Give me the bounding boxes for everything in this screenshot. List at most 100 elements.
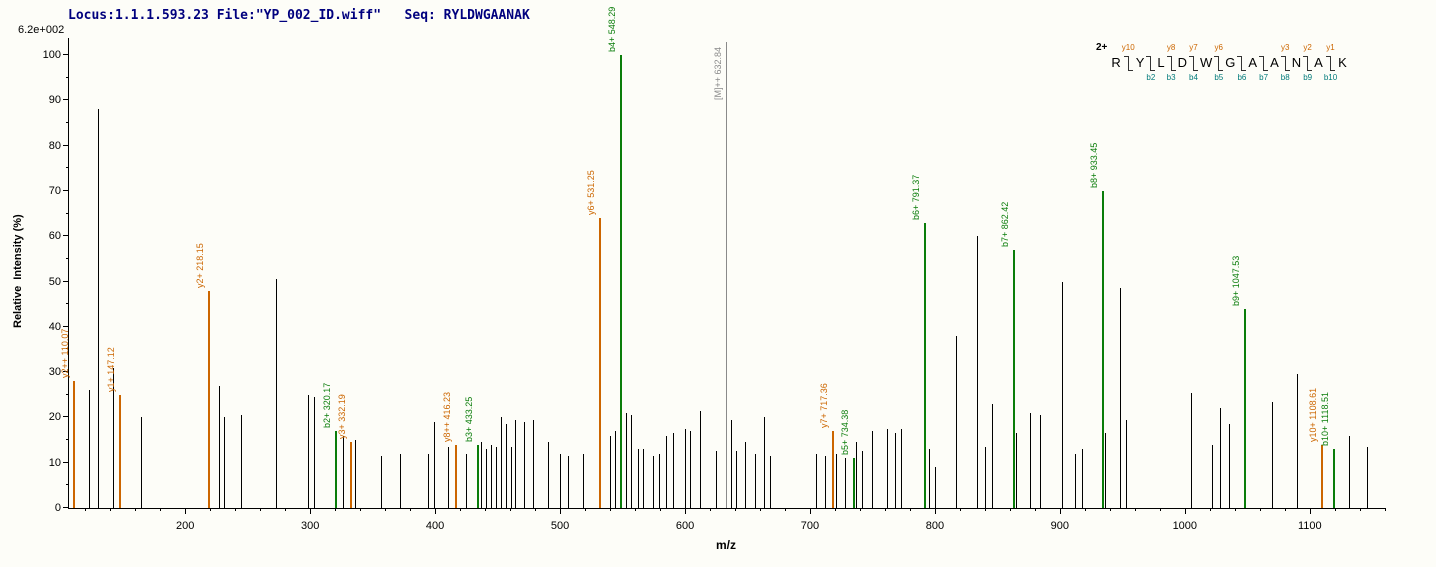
y-axis-tick xyxy=(63,371,69,373)
x-axis-minor-tick xyxy=(734,508,736,511)
peak-line xyxy=(816,453,818,508)
peak-line xyxy=(658,453,660,508)
y-axis-minor-tick xyxy=(66,212,69,214)
x-axis-minor-tick xyxy=(360,508,362,511)
peak-line xyxy=(400,453,402,508)
residue-letter: D xyxy=(1177,55,1187,70)
peak-line xyxy=(1126,419,1128,508)
peak-line xyxy=(763,417,765,508)
y-axis-tick xyxy=(63,461,69,463)
y-axis-minor-tick xyxy=(66,484,69,486)
peak-line xyxy=(276,279,278,508)
y-ion-label: y3 xyxy=(1281,43,1290,52)
y-axis-tick xyxy=(63,144,69,146)
peak-line xyxy=(342,435,344,508)
y-ion-label: y10 xyxy=(1121,43,1135,52)
y-axis-tick-label: 20 xyxy=(48,411,61,424)
peak-line xyxy=(381,455,383,508)
x-axis-tick-label: 500 xyxy=(550,520,570,532)
y-ion-peak-line xyxy=(599,218,602,508)
y-axis-tick-label: 90 xyxy=(48,94,61,107)
locus-file-seq-header: Locus:1.1.1.593.23 File:"YP_002_ID.wiff"… xyxy=(68,8,530,23)
peak-line xyxy=(481,442,483,508)
peak-line xyxy=(856,442,858,508)
y-axis-tick-label: 40 xyxy=(48,320,61,333)
x-axis-minor-tick xyxy=(1084,508,1086,511)
sequence-column: y7 b4 xyxy=(1188,42,1199,84)
fragment-gap xyxy=(1188,54,1199,72)
y-ion-peak-line xyxy=(1320,444,1323,508)
peak-line xyxy=(427,453,429,508)
peak-annotation-label: y3+ 332.19 xyxy=(337,394,348,440)
peak-line xyxy=(631,415,633,508)
sequence-column: D xyxy=(1177,42,1188,84)
fragment-divider-icon xyxy=(1166,56,1176,71)
peak-line xyxy=(1191,392,1193,508)
peak-line xyxy=(1016,433,1018,508)
b-ion-label: b3 xyxy=(1166,73,1176,82)
sequence-column: Y xyxy=(1135,42,1146,84)
peak-line xyxy=(506,424,508,508)
peak-annotation-label: [M]++ 632.84 xyxy=(713,46,724,100)
x-axis-minor-tick xyxy=(485,508,487,511)
x-axis-tick-label: 900 xyxy=(1050,520,1070,532)
x-axis-minor-tick xyxy=(710,508,711,511)
y-ion-label: y2 xyxy=(1303,43,1312,52)
peak-annotation-label: y1+ 147.12 xyxy=(106,346,117,392)
x-axis-minor-tick xyxy=(385,508,387,511)
precursor-ion-peak-line xyxy=(726,42,728,508)
sequence-column: y6 b5 xyxy=(1213,42,1224,84)
peak-line xyxy=(1082,449,1084,508)
peak-line xyxy=(218,385,220,508)
x-axis-tick xyxy=(934,508,936,514)
y-axis-tick xyxy=(63,416,69,418)
peak-line xyxy=(532,419,534,508)
residue-letter: Y xyxy=(1135,55,1145,70)
peak-annotation-label: b7+ 862.42 xyxy=(999,201,1010,247)
b-ion-peak-line xyxy=(620,55,623,508)
peak-line xyxy=(307,394,309,508)
x-axis-minor-tick xyxy=(984,508,986,511)
peak-line xyxy=(769,455,771,508)
y-axis-tick-label: 100 xyxy=(42,49,61,61)
peak-line xyxy=(736,451,738,508)
x-axis-minor-tick xyxy=(535,508,537,511)
residue-letter: N xyxy=(1291,55,1302,70)
y-axis-minor-tick xyxy=(66,348,69,350)
y-axis-minor-tick xyxy=(66,303,69,305)
peak-annotation-label: y6+ 531.25 xyxy=(586,170,597,216)
sequence-column: y10 xyxy=(1122,42,1135,84)
peak-annotation-label: y10+ 1108.61 xyxy=(1307,387,1318,442)
x-axis-minor-tick xyxy=(135,508,137,511)
residue-letter: L xyxy=(1157,55,1165,70)
y-axis-tick-label: 50 xyxy=(48,275,61,288)
peak-line xyxy=(672,433,674,508)
y-axis-tick xyxy=(63,189,69,191)
sequence-column: A xyxy=(1247,42,1258,84)
x-axis-tick-label: 300 xyxy=(300,520,320,532)
peak-line xyxy=(610,435,612,508)
b-ion-label: b4 xyxy=(1189,73,1198,82)
x-axis-minor-tick xyxy=(410,508,412,511)
peak-line xyxy=(1228,424,1230,508)
y-ion-peak-line xyxy=(350,442,353,508)
peak-line xyxy=(754,453,756,508)
y-axis-tick xyxy=(63,54,69,55)
x-axis-minor-tick xyxy=(1334,508,1336,511)
fragment-gap xyxy=(1213,54,1224,72)
residue-letter: K xyxy=(1338,55,1347,70)
x-axis-minor-tick xyxy=(1009,508,1011,511)
sequence-column: R xyxy=(1110,42,1121,84)
peak-line xyxy=(141,417,143,508)
b-ion-peak-line xyxy=(1332,449,1335,508)
x-axis-title: m/z xyxy=(715,538,736,552)
x-axis-minor-tick xyxy=(834,508,836,511)
peak-annotation-label: b2+ 320.17 xyxy=(322,382,333,428)
peak-line xyxy=(511,446,513,508)
peak-line xyxy=(88,390,90,508)
peak-line xyxy=(642,449,644,508)
x-axis-tick-label: 700 xyxy=(800,520,820,532)
y-ion-peak-line xyxy=(119,394,122,508)
